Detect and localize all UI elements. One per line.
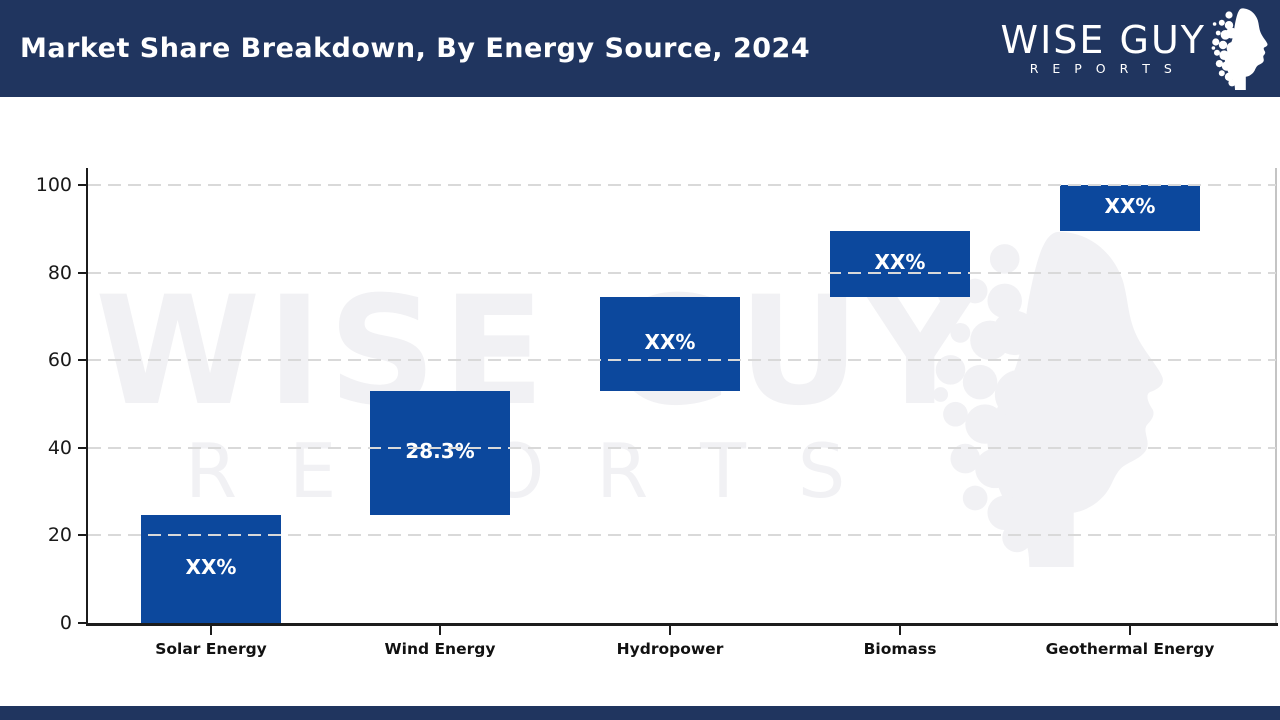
y-axis-line	[86, 168, 88, 626]
y-tick-40	[78, 446, 86, 449]
right-spine	[1275, 168, 1277, 623]
y-tick-label-20: 20	[47, 524, 72, 547]
y-tick-80	[78, 271, 86, 274]
bar-solar-energy: XX%	[141, 514, 281, 623]
y-tick-label-0: 0	[59, 612, 72, 634]
watermark-head-icon	[933, 231, 1163, 567]
watermark-text-primary: WISE GUY	[95, 265, 981, 439]
x-tick-4	[1129, 626, 1131, 635]
logo-wordmark: WISE GUY R E P O R T S	[1001, 21, 1206, 76]
bar-biomass: XX%	[830, 230, 970, 297]
x-category-label: Geothermal Energy	[1045, 640, 1215, 658]
x-tick-2	[669, 626, 671, 635]
x-category-label: Hydropower	[616, 640, 724, 658]
page-title: Market Share Breakdown, By Energy Source…	[20, 33, 811, 64]
bar-value-label: XX%	[185, 554, 237, 579]
gridline-40	[88, 446, 1276, 449]
waterfall-chart: WISE GUY R E P O R T S 0 20 40 60 80 100 XX% So…	[0, 97, 1280, 706]
x-tick-3	[899, 626, 901, 635]
logo-wordmark-primary: WISE GUY	[1000, 17, 1206, 62]
bar-value-label: XX%	[644, 329, 696, 354]
head-profile-icon	[1211, 8, 1268, 90]
brand-logo: WISE GUY R E P O R T S	[1001, 4, 1272, 92]
footer-band	[0, 706, 1280, 720]
x-category-label: Biomass	[863, 640, 937, 658]
y-tick-label-100: 100	[35, 174, 72, 196]
y-tick-60	[78, 359, 86, 362]
x-tick-0	[210, 626, 212, 635]
gridline-60	[88, 359, 1276, 362]
bar-value-label: XX%	[1104, 193, 1156, 218]
bar-value-label: XX%	[874, 249, 926, 274]
watermark-text-secondary: R E P O R T S	[185, 427, 860, 515]
bar-value-label: 28.3%	[405, 438, 475, 463]
bar-geothermal-energy: XX%	[1060, 185, 1200, 231]
header-band: Market Share Breakdown, By Energy Source…	[0, 0, 1280, 97]
x-category-label: Solar Energy	[155, 640, 267, 658]
y-tick-100	[78, 184, 86, 186]
gridline-20	[88, 534, 1276, 537]
x-category-label: Wind Energy	[384, 640, 496, 658]
y-tick-label-80: 80	[47, 261, 72, 284]
y-tick-20	[78, 534, 86, 537]
gridline-100	[88, 184, 1276, 186]
bar-hydropower: XX%	[600, 296, 740, 391]
bar-wind-energy: 28.3%	[370, 390, 510, 515]
x-tick-1	[439, 626, 441, 635]
logo-wordmark-secondary: R E P O R T S	[1029, 60, 1177, 76]
x-axis-line	[86, 623, 1278, 626]
y-tick-label-60: 60	[47, 349, 72, 372]
y-tick-0	[78, 622, 86, 624]
y-tick-label-40: 40	[47, 436, 72, 459]
gridline-80	[88, 271, 1276, 274]
